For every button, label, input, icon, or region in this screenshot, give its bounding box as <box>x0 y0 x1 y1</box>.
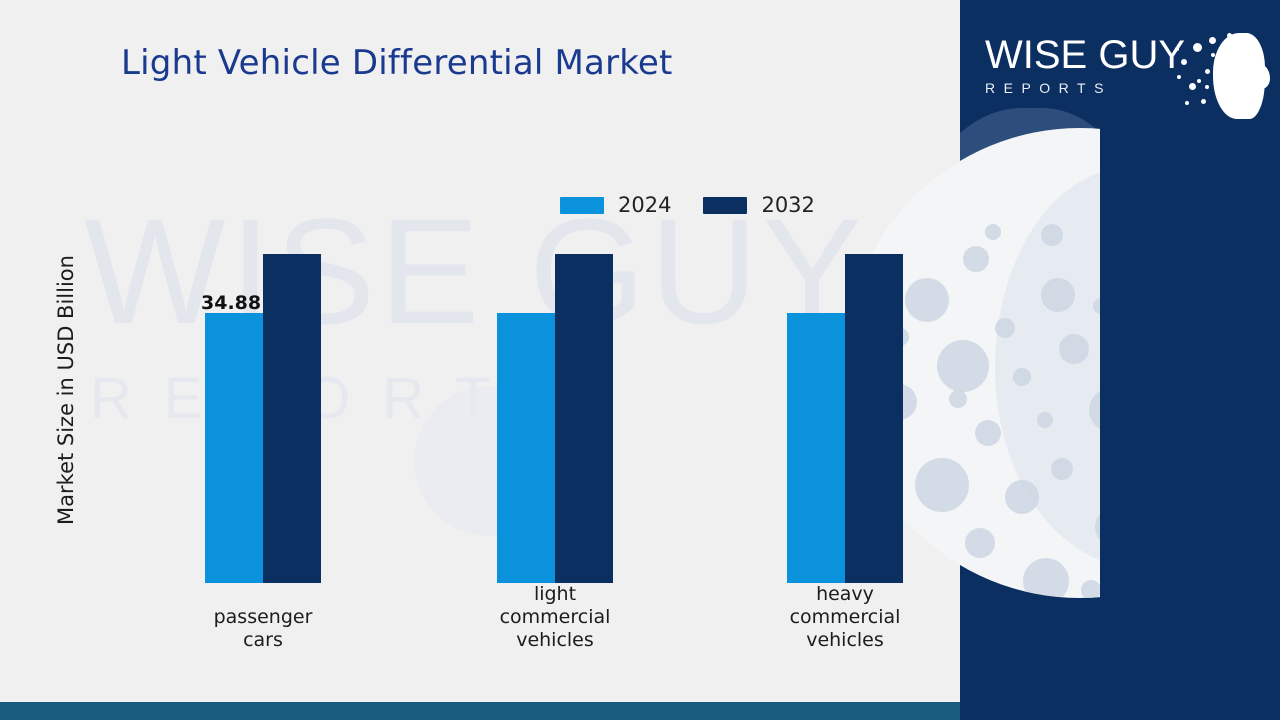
dot-11 <box>1005 480 1039 514</box>
dot-10 <box>915 458 969 512</box>
page-title: Light Vehicle Differential Market <box>121 43 673 83</box>
dot-33 <box>1041 224 1063 246</box>
dot-32 <box>985 224 1001 240</box>
logo-dot-0 <box>1181 59 1187 65</box>
dot-5 <box>1013 368 1031 386</box>
data-label-34.88: 34.88 <box>201 292 262 314</box>
x-axis-label-line: commercial <box>499 606 611 628</box>
legend-label: 2024 <box>618 193 672 217</box>
dot-1 <box>963 246 989 272</box>
dot-6 <box>1041 278 1075 312</box>
dot-2 <box>995 318 1015 338</box>
dot-0 <box>905 278 949 322</box>
bar-chart: Market Size in USD Billion 2024 2032 34.8… <box>54 193 960 652</box>
logo-dot-5 <box>1209 37 1216 44</box>
logo-dot-13 <box>1197 79 1201 83</box>
x-axis-label-line: commercial <box>789 606 901 628</box>
dot-26 <box>949 390 967 408</box>
bar-pair <box>205 254 321 583</box>
x-axis-label-1: light commercial vehicles <box>440 583 670 652</box>
bar-2024-light-commercial-vehicles[interactable] <box>497 313 555 583</box>
logo-subtitle: REPORTS <box>985 80 1112 96</box>
bar-2032-passenger-cars[interactable] <box>263 254 321 583</box>
x-axis-label-line: passenger <box>213 606 313 628</box>
logo-dot-4 <box>1177 75 1181 79</box>
logo-dot-9 <box>1227 33 1232 38</box>
head-profile-icon <box>1175 29 1270 121</box>
logo-dot-17 <box>1205 85 1209 89</box>
dot-17 <box>1081 580 1101 598</box>
logo-dot-6 <box>1221 55 1227 61</box>
bar-2024-heavy-commercial-vehicles[interactable] <box>787 313 845 583</box>
logo-wordmark: WISE GUY <box>985 33 1186 77</box>
dot-14 <box>965 528 995 558</box>
dot-27 <box>1037 412 1053 428</box>
logo-dot-12 <box>1233 95 1239 101</box>
x-axis-label-line: light <box>533 583 577 605</box>
dot-7 <box>1059 334 1089 364</box>
logo-dot-15 <box>1233 41 1237 45</box>
chart-legend: 2024 2032 <box>560 193 815 217</box>
logo-dot-10 <box>1185 101 1189 105</box>
logo-dot-1 <box>1193 43 1202 52</box>
legend-item-2032[interactable]: 2032 <box>703 193 815 217</box>
dot-12 <box>1051 458 1073 480</box>
logo-dot-7 <box>1215 87 1223 95</box>
x-axis-label-line: heavy <box>816 583 874 605</box>
logo-face-nose <box>1248 63 1270 89</box>
logo-dot-16 <box>1175 47 1179 51</box>
dot-16 <box>1023 558 1069 598</box>
x-axis-label-2: heavy commercial vehicles <box>730 583 960 652</box>
bar-2024-passenger-cars[interactable] <box>205 313 263 583</box>
bar-pair <box>787 254 903 583</box>
legend-swatch-2032 <box>703 196 748 214</box>
x-axis-label-line: vehicles <box>516 629 594 651</box>
wiseguy-logo: WISE GUY REPORTS <box>985 33 1270 119</box>
dot-15 <box>903 560 929 586</box>
panel-right-mask <box>1100 0 1280 720</box>
logo-dot-14 <box>1211 53 1215 57</box>
legend-swatch-2024 <box>560 196 604 214</box>
legend-item-2024[interactable]: 2024 <box>560 193 671 217</box>
x-axis-label-line: vehicles <box>806 629 884 651</box>
bar-2032-heavy-commercial-vehicles[interactable] <box>845 254 903 583</box>
logo-dot-11 <box>1221 73 1225 77</box>
plot-area: 34.88 passenger cars light commercial vehicle… <box>148 254 960 652</box>
dot-3 <box>937 340 989 392</box>
logo-dot-3 <box>1189 83 1196 90</box>
bottom-accent-strip <box>0 702 960 720</box>
dot-9 <box>975 420 1001 446</box>
legend-label: 2032 <box>761 193 815 217</box>
bar-pair <box>497 254 613 583</box>
bar-2032-light-commercial-vehicles[interactable] <box>555 254 613 583</box>
x-axis-label-line: cars <box>243 629 283 651</box>
logo-dot-2 <box>1205 69 1210 74</box>
x-axis-label-0: passenger cars <box>148 606 378 652</box>
logo-dot-8 <box>1201 99 1206 104</box>
